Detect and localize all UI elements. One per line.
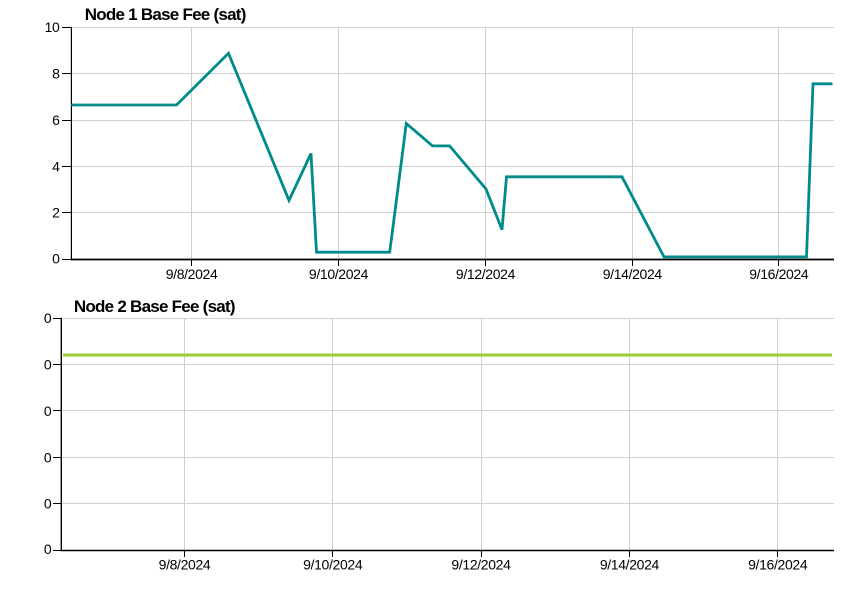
svg-text:0: 0 xyxy=(44,403,52,419)
svg-text:9/14/2024: 9/14/2024 xyxy=(603,266,663,282)
svg-text:0: 0 xyxy=(44,310,52,326)
svg-text:0: 0 xyxy=(44,449,52,465)
svg-text:0: 0 xyxy=(44,357,52,373)
svg-text:9/16/2024: 9/16/2024 xyxy=(749,266,809,282)
svg-text:9/8/2024: 9/8/2024 xyxy=(166,266,218,282)
svg-text:9/10/2024: 9/10/2024 xyxy=(303,557,363,573)
svg-text:9/12/2024: 9/12/2024 xyxy=(456,266,516,282)
svg-text:8: 8 xyxy=(52,65,60,81)
svg-text:4: 4 xyxy=(52,158,60,174)
svg-text:2: 2 xyxy=(52,205,60,221)
svg-text:0: 0 xyxy=(44,541,52,557)
svg-text:Node 1 Base Fee (sat): Node 1 Base Fee (sat) xyxy=(85,5,246,24)
svg-text:9/8/2024: 9/8/2024 xyxy=(159,557,211,573)
svg-text:0: 0 xyxy=(52,251,60,267)
svg-text:0: 0 xyxy=(44,496,52,512)
svg-text:10: 10 xyxy=(45,19,60,35)
svg-text:9/16/2024: 9/16/2024 xyxy=(748,557,808,573)
svg-text:Node 2 Base Fee (sat): Node 2 Base Fee (sat) xyxy=(74,297,235,316)
svg-text:9/14/2024: 9/14/2024 xyxy=(600,557,660,573)
svg-text:9/12/2024: 9/12/2024 xyxy=(451,557,511,573)
svg-text:9/10/2024: 9/10/2024 xyxy=(309,266,369,282)
svg-text:6: 6 xyxy=(52,112,60,128)
